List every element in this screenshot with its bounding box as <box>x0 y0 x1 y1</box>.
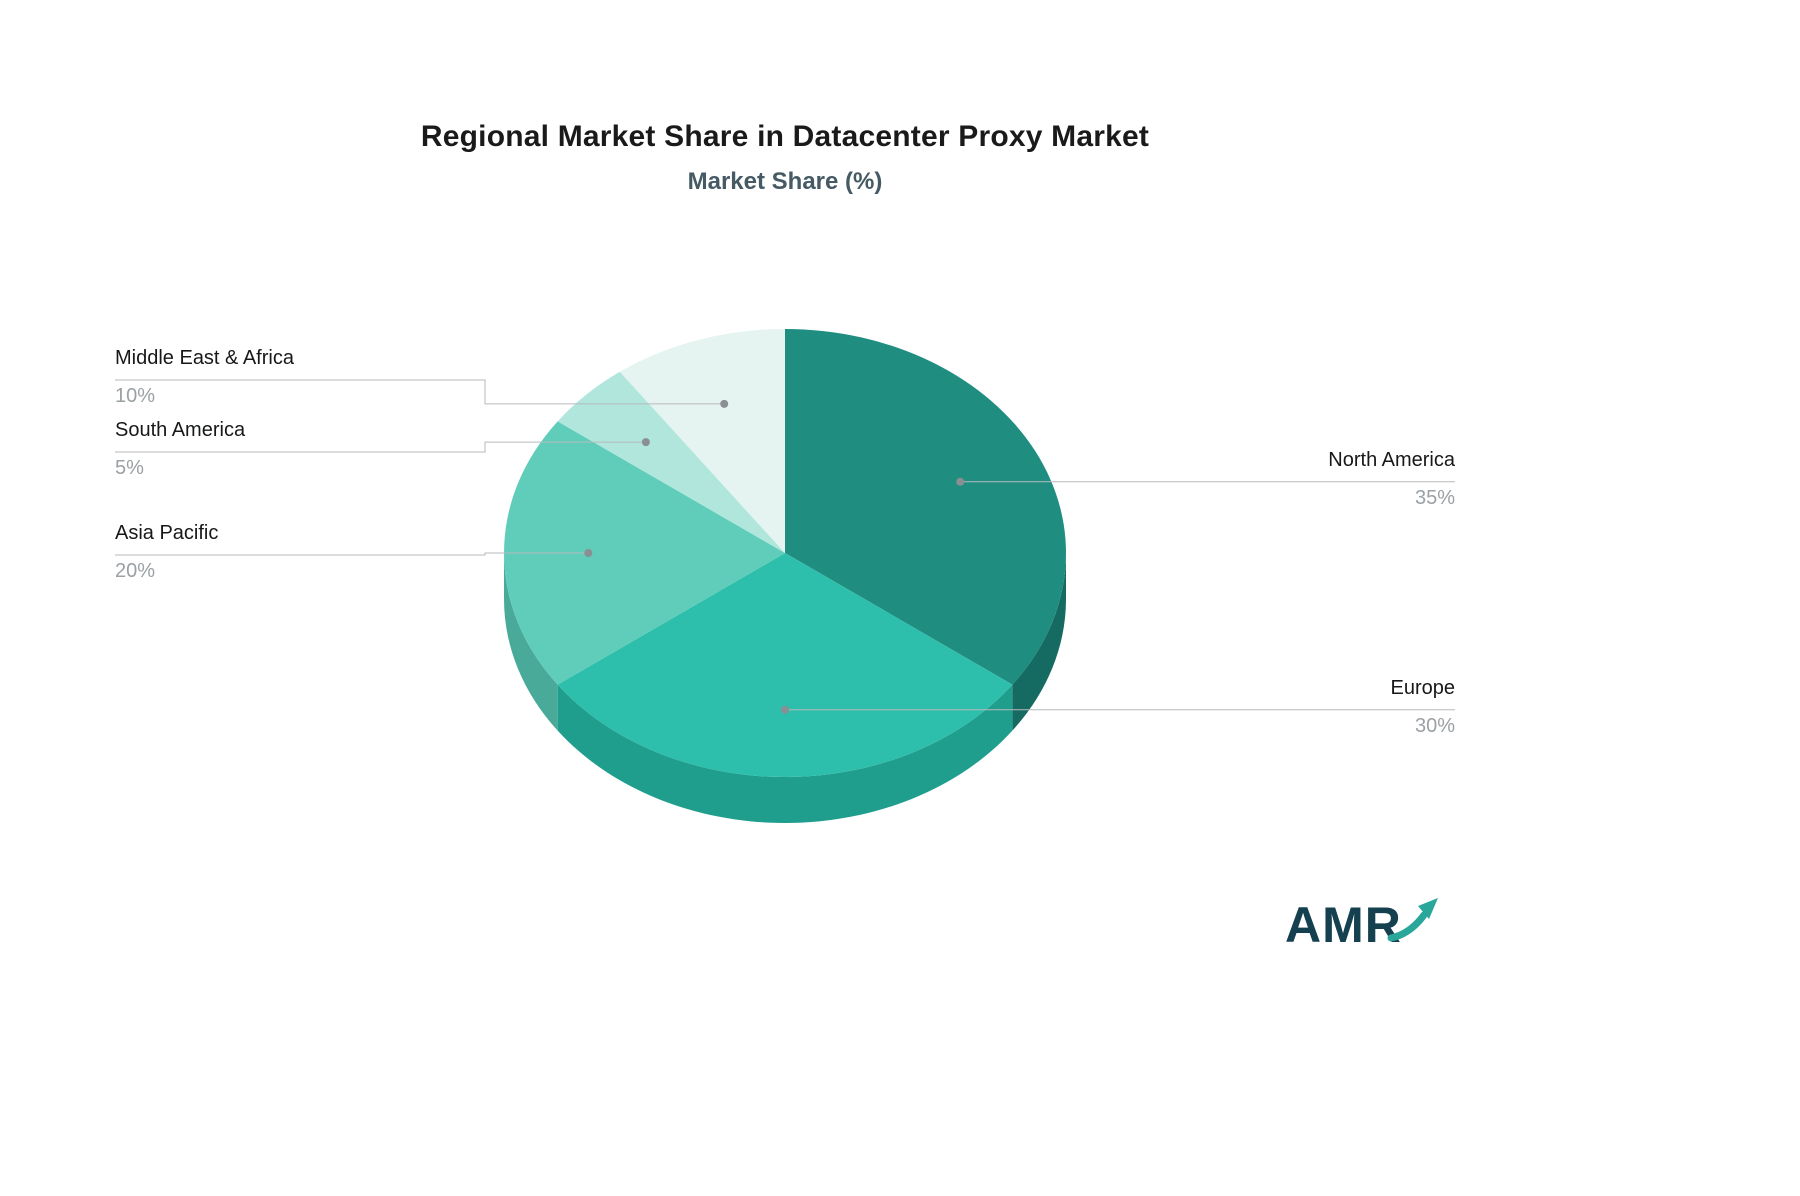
category-value: 10% <box>115 385 156 407</box>
pie-slice-south-america[interactable] <box>557 371 785 553</box>
pie-slice-north-america[interactable] <box>785 329 1066 685</box>
leader-dot <box>584 549 593 557</box>
category-value: 5% <box>115 457 144 479</box>
category-name: Asia Pacific <box>115 522 219 544</box>
leader-line <box>115 552 589 556</box>
leader-dot <box>781 705 789 714</box>
category-value: 35% <box>1414 486 1455 509</box>
category-name: South America <box>115 419 246 441</box>
leader-line <box>115 441 646 453</box>
leader-dot <box>641 438 650 447</box>
category-value: 30% <box>1414 714 1455 737</box>
leader-dot <box>956 477 965 486</box>
leader-dot <box>720 399 729 408</box>
pie-slice-side-asia-pacific <box>504 553 558 731</box>
category-value: 20% <box>115 560 156 582</box>
amr-logo-text: AMR <box>1285 897 1402 953</box>
label-middle-east-africa: Middle East & Africa 10% <box>115 346 294 408</box>
pie-slice-side-north-america <box>1012 553 1066 731</box>
amr-logo-arrow-icon <box>1387 898 1438 942</box>
pie-slice-europe[interactable] <box>557 553 1013 777</box>
chart-subtitle: Market Share (%) <box>687 168 883 195</box>
label-europe: Europe 30% <box>1391 676 1456 738</box>
category-name: Europe <box>1390 676 1456 699</box>
pie-slice-middle-east-africa[interactable] <box>619 329 785 553</box>
label-asia-pacific: Asia Pacific 20% <box>115 521 218 583</box>
label-south-america: South America 5% <box>115 418 245 480</box>
chart-title: Regional Market Share in Datacenter Prox… <box>420 120 1150 153</box>
label-north-america: North America 35% <box>1328 448 1455 510</box>
category-name: Middle East & Africa <box>115 347 294 369</box>
category-name: North America <box>1328 448 1455 471</box>
amr-logo: AMR <box>1285 896 1444 954</box>
arrow-swoosh <box>1387 911 1428 942</box>
pie-slice-side-europe <box>557 684 1013 823</box>
pie-slice-asia-pacific[interactable] <box>504 421 785 685</box>
leader-line <box>115 379 725 405</box>
arrow-head <box>1417 898 1438 919</box>
